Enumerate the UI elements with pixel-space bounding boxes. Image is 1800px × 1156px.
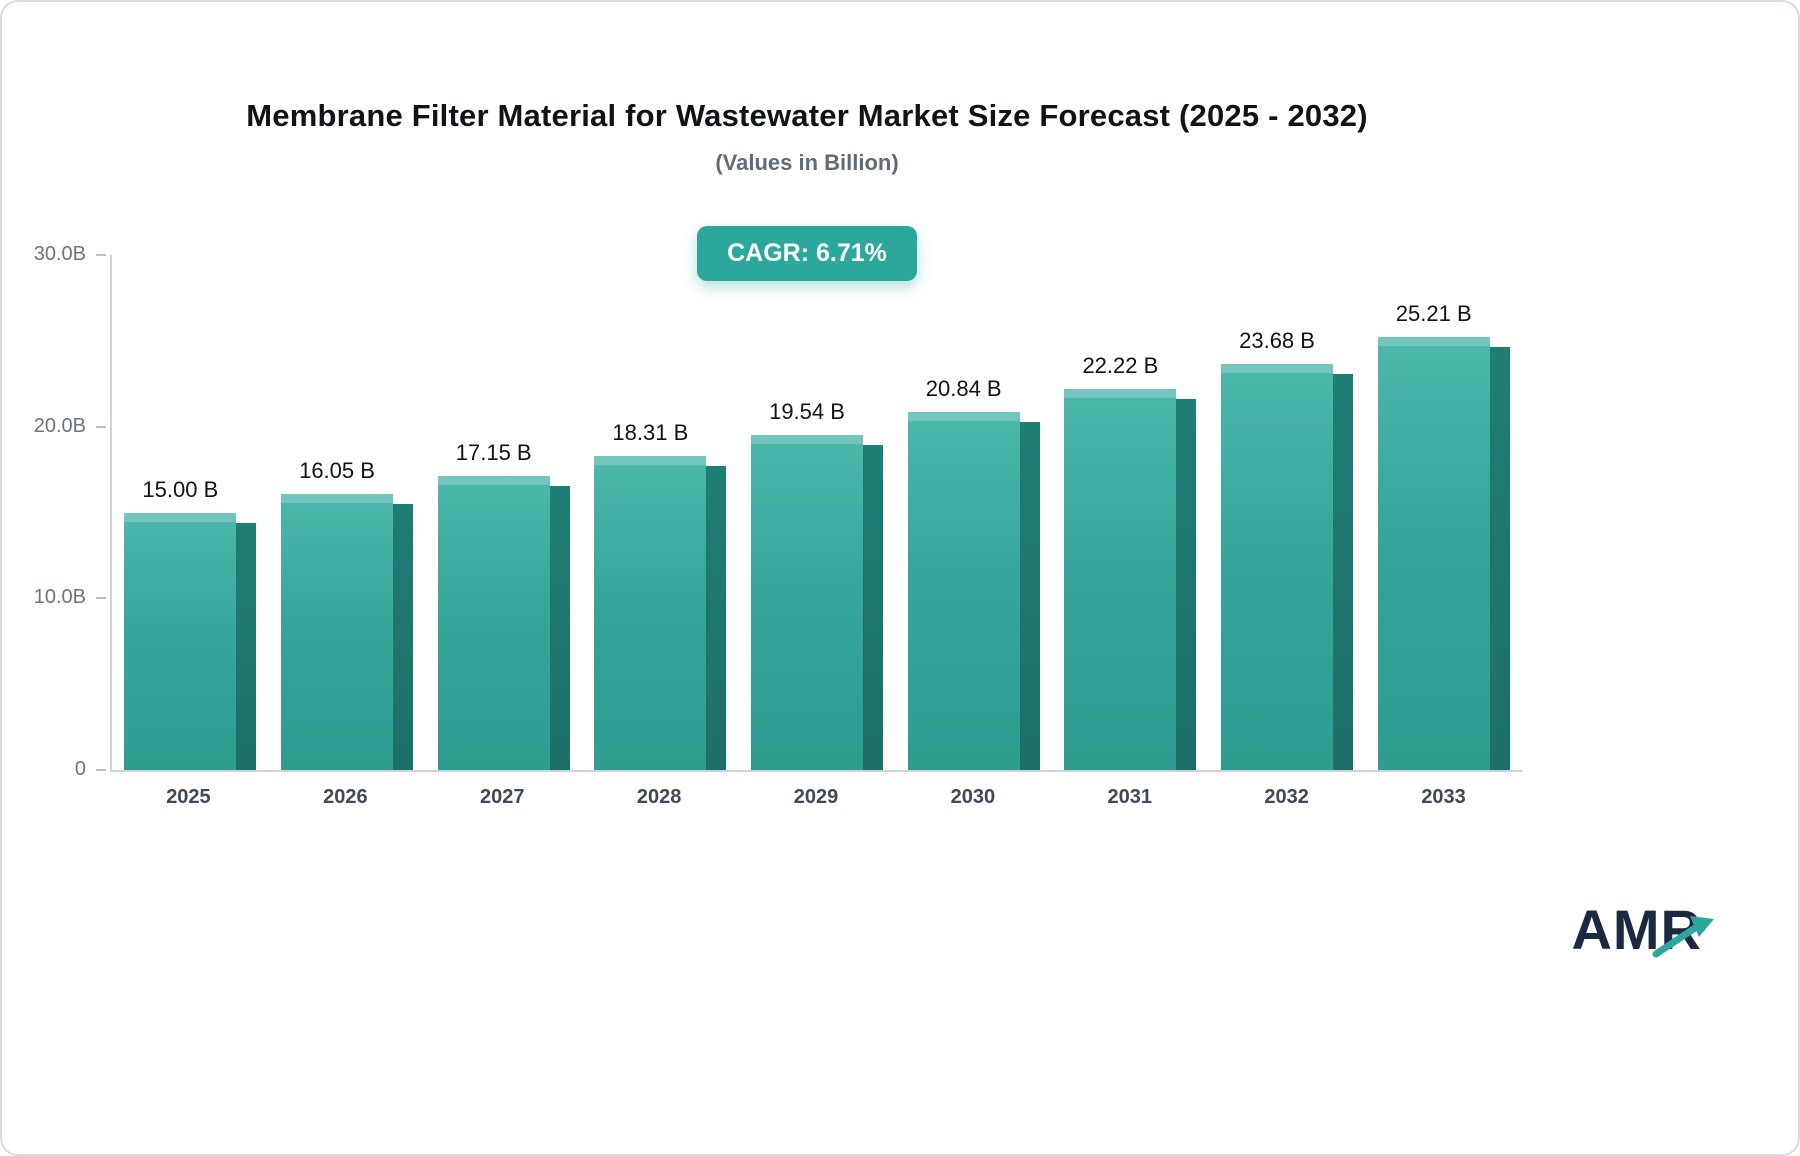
- bar-side-face: [863, 444, 884, 770]
- bar-value-label: 23.68 B: [1239, 327, 1315, 353]
- bar: 25.21 B: [1377, 301, 1510, 770]
- y-tick-mark: [96, 597, 106, 600]
- x-axis-label: 2033: [1421, 786, 1466, 808]
- x-axis-label: 2029: [793, 786, 839, 808]
- bar-value-label: 16.05 B: [299, 458, 375, 484]
- bar: 15.00 B: [124, 477, 257, 770]
- bar-value-label: 17.15 B: [455, 439, 532, 465]
- bar-group: 16.05 B: [269, 255, 426, 770]
- bar-group: 17.15 B: [425, 255, 582, 770]
- y-tick-label: 10.0B: [33, 586, 86, 609]
- bar: 18.31 B: [594, 420, 727, 770]
- growth-arrow-icon: [1652, 916, 1714, 958]
- bar-side-face: [236, 522, 257, 770]
- x-axis-label: 2030: [950, 786, 996, 808]
- cagr-badge-wrap: CAGR: 6.71%: [2, 226, 1612, 281]
- bar-front-face: [1064, 388, 1177, 770]
- bar-value-label: 22.22 B: [1082, 352, 1159, 378]
- bar-side-face: [1489, 347, 1510, 770]
- y-tick-mark: [96, 425, 106, 428]
- bar-front-face: [124, 512, 237, 770]
- bar-group: 18.31 B: [582, 255, 739, 770]
- x-axis-label: 2031: [1107, 786, 1153, 808]
- bar-front-face: [1221, 363, 1334, 770]
- bar: 17.15 B: [437, 440, 570, 770]
- bar-group: 22.22 B: [1052, 255, 1209, 770]
- bar-front-face: [907, 412, 1020, 770]
- y-tick-label: 20.0B: [33, 414, 86, 437]
- bar-value-label: 25.21 B: [1395, 301, 1472, 327]
- bar-side-face: [1176, 398, 1197, 770]
- bar-front-face: [281, 494, 393, 770]
- y-tick-mark: [96, 254, 106, 256]
- bar-side-face: [706, 465, 727, 770]
- bars: 15.00 B 16.05 B 17.15 B 18.31 B 19.54 B 20.84…: [112, 255, 1522, 770]
- bar-group: 20.84 B: [895, 255, 1052, 770]
- bar-side-face: [549, 485, 570, 770]
- chart-subtitle: (Values in Billion): [715, 150, 899, 175]
- x-axis-label: 2027: [479, 786, 525, 808]
- bar-front-face: [1377, 337, 1490, 770]
- bar-front-face: [751, 434, 864, 770]
- bar: 16.05 B: [281, 458, 413, 770]
- plot-area: 0 10.0B 20.0B 30.0B 15.00 B 16.05 B 17.15 B 18…: [34, 243, 1522, 780]
- bar-side-face: [393, 504, 413, 770]
- y-tick-label: 0: [74, 758, 86, 780]
- cagr-badge: CAGR: 6.71%: [697, 226, 917, 281]
- bar-group: 23.68 B: [1209, 255, 1366, 770]
- bar-group: 15.00 B: [112, 255, 269, 770]
- bar-front-face: [594, 455, 707, 770]
- bar-value-label: 20.84 B: [925, 376, 1002, 402]
- bar-value-label: 19.54 B: [769, 398, 845, 424]
- bar: 22.22 B: [1064, 353, 1197, 770]
- bar-front-face: [437, 475, 550, 770]
- x-axis-label: 2032: [1264, 786, 1309, 808]
- bar: 20.84 B: [907, 376, 1040, 770]
- brand-logo: AMR: [1571, 897, 1714, 962]
- bar-group: 25.21 B: [1365, 255, 1522, 770]
- bar-side-face: [1333, 373, 1354, 770]
- y-tick-mark: [96, 769, 106, 771]
- bar: 23.68 B: [1221, 328, 1354, 770]
- bar: 19.54 B: [751, 399, 884, 770]
- bar-group: 19.54 B: [739, 255, 896, 770]
- brand-logo-text: AMR: [1571, 898, 1702, 961]
- bar-side-face: [1019, 422, 1040, 770]
- x-axis-label: 2026: [323, 786, 368, 808]
- x-axis-label: 2025: [166, 786, 211, 808]
- bar-value-label: 18.31 B: [612, 419, 689, 445]
- x-axis-label: 2028: [636, 786, 682, 808]
- chart-title: Membrane Filter Material for Wastewater …: [246, 98, 1368, 133]
- y-tick-label: 30.0B: [33, 243, 86, 265]
- x-axis-labels: 2025 2026 2027 2028 2029 2030 2031 2032 2033: [110, 786, 1522, 809]
- bar-value-label: 15.00 B: [142, 476, 219, 502]
